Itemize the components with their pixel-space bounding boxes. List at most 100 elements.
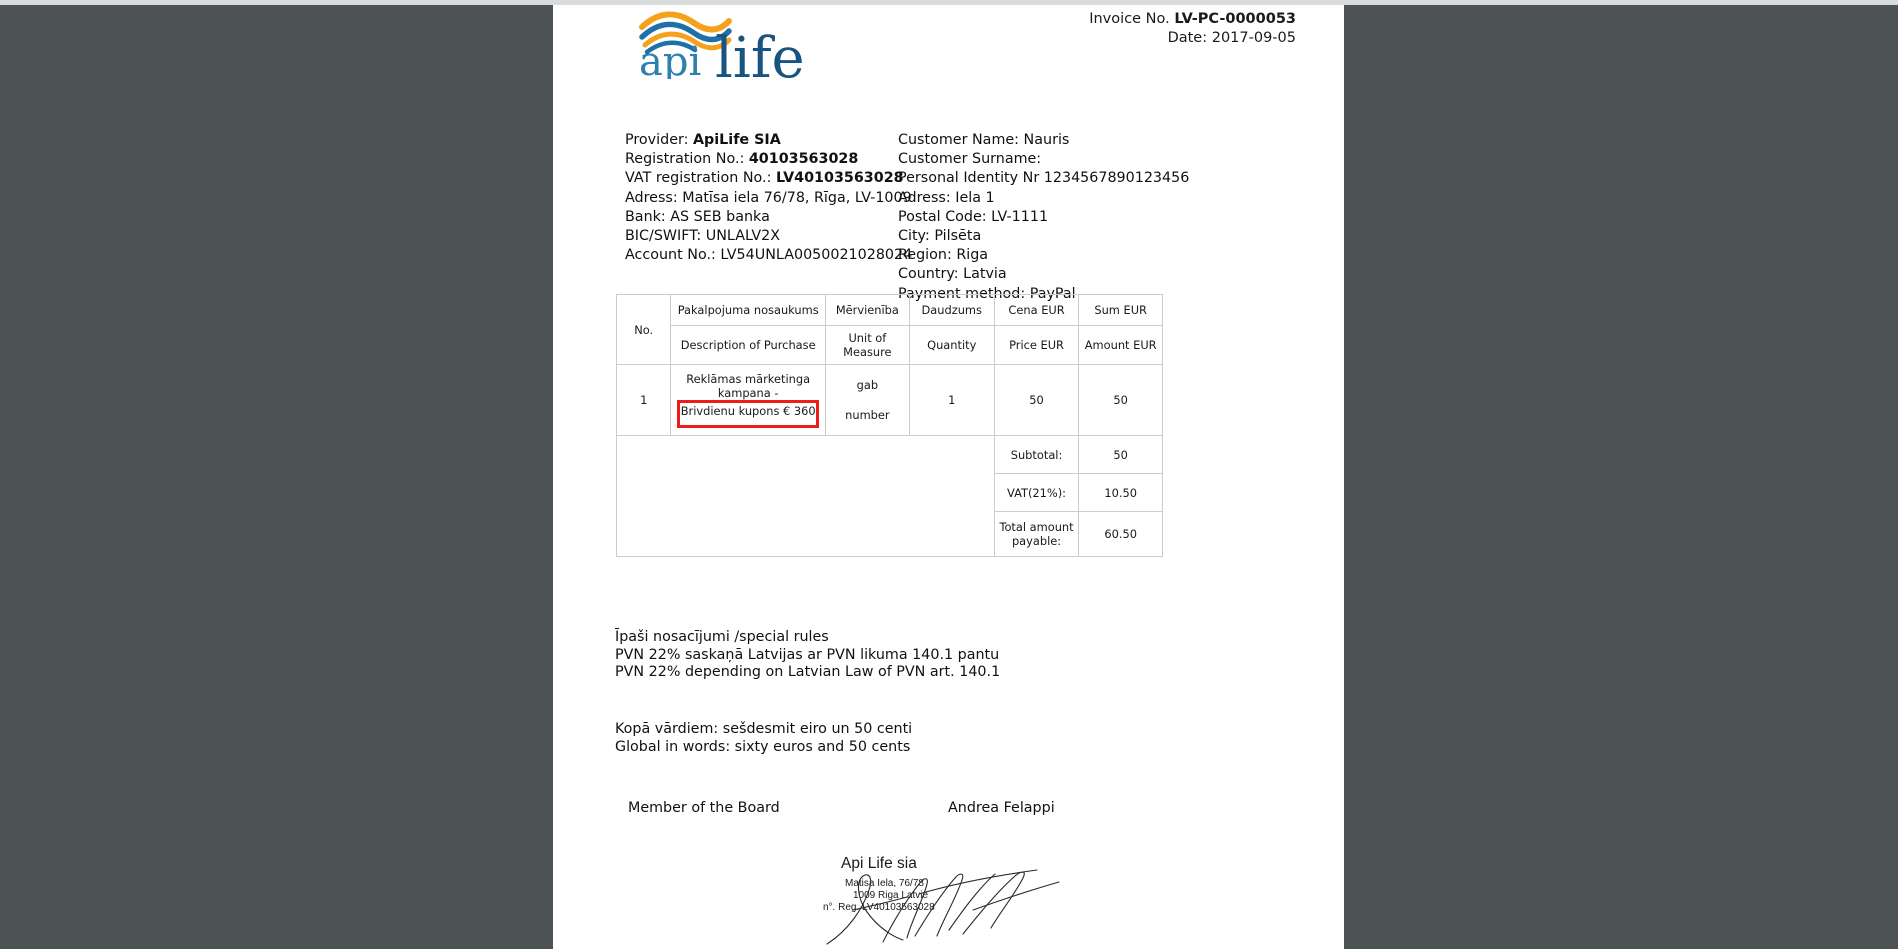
row-no: 1 — [615, 364, 672, 436]
stamp-address: Matisa Iela, 76/78 — [845, 878, 924, 889]
invoice-number-line: Invoice No. LV-PC-0000053 — [1089, 10, 1296, 29]
provider-row: Registration No.: 40103563028 — [625, 150, 912, 169]
customer-row: Adress: Iela 1 — [898, 189, 1189, 208]
customer-row: Postal Code: LV-1111 — [898, 208, 1189, 227]
logo-text-api: api — [639, 39, 701, 79]
customer-row: City: Pilsēta — [898, 227, 1189, 246]
apilife-logo: api life — [637, 7, 842, 79]
totals-row-subtotal: Subtotal: 50 — [616, 435, 1163, 557]
row-unit-en: number — [845, 408, 890, 422]
provider-row: Account No.: LV54UNLA0050021028024 — [625, 246, 912, 265]
provider-label: Account No.: — [625, 247, 716, 264]
row-description-line1: Reklāmas mārketinga kampana - — [686, 372, 811, 400]
logo-waves — [639, 11, 732, 55]
invoice-date-label: Date: — [1167, 30, 1208, 46]
header-quantity-lv: Daudzums — [908, 294, 995, 326]
table-row: 1 Reklāmas mārketinga kampana - Brivdien… — [615, 364, 1163, 436]
words-line-lv: Kopā vārdiem: sešdesmit eiro un 50 centi — [615, 721, 913, 737]
row-price: 50 — [993, 364, 1080, 436]
special-rules-notes: Īpaši nosacījumi /special rules PVN 22% … — [615, 629, 1000, 682]
header-amount-lv: Sum EUR — [1078, 294, 1163, 326]
provider-value: LV54UNLA0050021028024 — [720, 247, 913, 264]
customer-block: Customer Name: Nauris Customer Surname: … — [898, 131, 1189, 304]
customer-row: Customer Name: Nauris — [898, 131, 1189, 150]
provider-label: Bank: — [625, 208, 666, 225]
total-label: Total amount payable: — [993, 511, 1080, 557]
words-line-en: Global in words: sixty euros and 50 cent… — [615, 738, 911, 755]
customer-label: Adress: — [898, 189, 951, 206]
line-items-table: No. Pakalpojuma nosaukums Mērvienība Dau… — [615, 294, 1163, 557]
total-value: 60.50 — [1078, 511, 1163, 557]
customer-row: Personal Identity Nr 1234567890123456 — [898, 169, 1189, 188]
provider-block: Provider: ApiLife SIA Registration No.: … — [625, 131, 912, 265]
invoice-date-value: 2017-09-05 — [1211, 30, 1296, 46]
header-price-lv: Cena EUR — [993, 294, 1080, 326]
header-no: No. — [615, 294, 672, 365]
totals-spacer-cell — [616, 435, 995, 557]
header-unit-en: Unit of Measure — [824, 325, 910, 365]
provider-row: VAT registration No.: LV40103563028 — [625, 169, 912, 188]
row-amount: 50 — [1078, 364, 1163, 436]
header-description-en: Description of Purchase — [670, 325, 826, 365]
provider-label: Registration No.: — [625, 151, 745, 168]
vat-label: VAT(21%): — [993, 473, 1080, 512]
customer-value: 1234567890123456 — [1043, 170, 1190, 187]
logo-text-life: life — [715, 26, 805, 79]
header-description-lv: Pakalpojuma nosaukums — [670, 294, 826, 326]
signature-name: Andrea Felappi — [948, 800, 1055, 816]
subtotal-value: 50 — [1078, 435, 1163, 474]
totals-row-vat: VAT(21%): 10.50 — [617, 473, 1163, 512]
customer-value: Riga — [956, 247, 989, 264]
handwritten-signature — [826, 869, 1060, 945]
customer-row: Country: Latvia — [898, 265, 1189, 284]
provider-label: VAT registration No.: — [625, 170, 772, 187]
stamp-city: 1009 Riga Latvie — [853, 890, 928, 901]
header-quantity-en: Quantity — [908, 325, 995, 365]
row-quantity: 1 — [908, 364, 995, 436]
table-header-row-en: Description of Purchase Unit of Measure … — [617, 325, 1163, 365]
customer-value: Iela 1 — [955, 189, 995, 206]
totals-row-total: Total amount payable: 60.50 — [617, 511, 1163, 557]
customer-label: Customer Surname: — [898, 151, 1042, 168]
row-description-highlight-box: Brivdienu kupons € 360 — [677, 400, 819, 428]
row-description-line2: Brivdienu kupons € 360 — [680, 404, 816, 418]
provider-label: Adress: — [625, 189, 678, 206]
provider-value: ApiLife SIA — [692, 132, 781, 148]
invoice-header: api life Invoice No. LV-PC-0000053 Date:… — [553, 5, 1344, 97]
header-unit-en-line2: Measure — [843, 345, 892, 359]
customer-value: Pilsēta — [934, 228, 982, 245]
customer-value: Nauris — [1023, 132, 1070, 148]
provider-value: 40103563028 — [748, 151, 859, 168]
provider-row: Provider: ApiLife SIA — [625, 131, 912, 150]
vat-value: 10.50 — [1078, 473, 1163, 512]
customer-label: Country: — [898, 266, 959, 283]
customer-label: Customer Name: — [898, 132, 1019, 148]
notes-line-1: Īpaši nosacījumi /special rules — [615, 629, 829, 645]
customer-row: Customer Surname: — [898, 150, 1189, 169]
table-header-row-lv: No. Pakalpojuma nosaukums Mērvienība Dau… — [615, 294, 1163, 365]
provider-value: UNLALV2X — [705, 228, 781, 245]
total-label-line1: Total amount — [999, 520, 1074, 534]
customer-label: Postal Code: — [898, 208, 987, 225]
total-label-line2: payable: — [1011, 534, 1062, 548]
provider-value: LV40103563028 — [775, 170, 904, 187]
amount-in-words: Kopā vārdiem: sešdesmit eiro un 50 centi… — [615, 721, 912, 756]
customer-value: Latvia — [963, 266, 1007, 283]
provider-row: Adress: Matīsa iela 76/78, Rīga, LV-1009 — [625, 189, 912, 208]
customer-row: Region: Riga — [898, 246, 1189, 265]
row-unit: gab number — [824, 364, 910, 436]
customer-label: Region: — [898, 247, 952, 264]
stamp-registration: n°. Reg. LV40103563028 — [823, 902, 935, 913]
invoice-number-label: Invoice No. — [1089, 11, 1170, 27]
invoice-meta: Invoice No. LV-PC-0000053 Date: 2017-09-… — [1089, 10, 1296, 48]
provider-label: Provider: — [625, 132, 689, 148]
customer-label: Personal Identity Nr — [898, 170, 1040, 187]
signature-role: Member of the Board — [628, 800, 780, 816]
notes-line-3: PVN 22% depending on Latvian Law of PVN … — [615, 664, 1001, 681]
company-stamp-signature: Api Life sia Matisa Iela, 76/78 1009 Rig… — [823, 850, 1083, 949]
notes-line-2: PVN 22% saskaņā Latvijas ar PVN likuma 1… — [615, 646, 1000, 663]
invoice-number-value: LV-PC-0000053 — [1174, 11, 1296, 27]
header-unit-lv: Mērvienība — [824, 294, 910, 326]
provider-row: BIC/SWIFT: UNLALV2X — [625, 227, 912, 246]
